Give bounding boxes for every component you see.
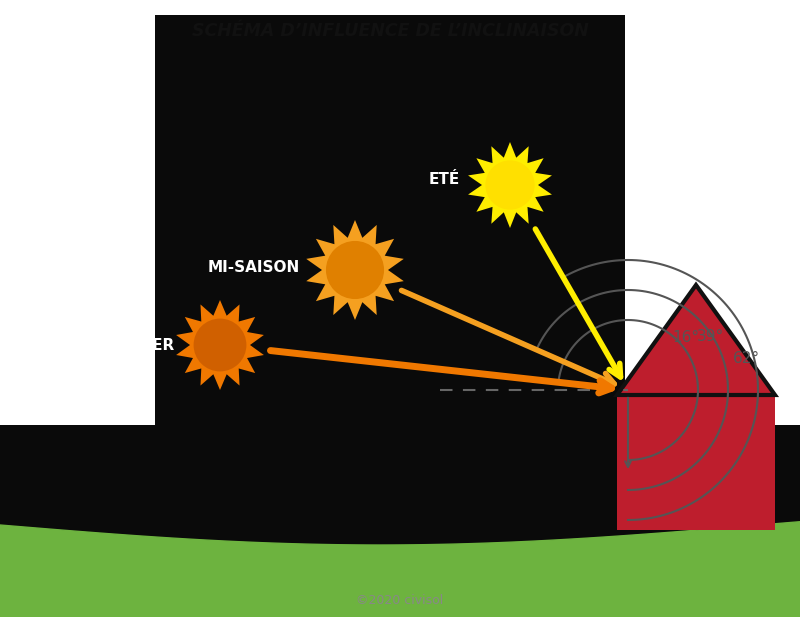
Polygon shape bbox=[617, 395, 775, 530]
Text: ETÉ: ETÉ bbox=[429, 173, 460, 188]
Text: 62°: 62° bbox=[734, 350, 760, 366]
Polygon shape bbox=[155, 15, 625, 430]
Circle shape bbox=[326, 241, 384, 299]
Polygon shape bbox=[306, 220, 404, 320]
Circle shape bbox=[486, 160, 534, 210]
Text: HIVER: HIVER bbox=[122, 337, 175, 352]
Text: 39°: 39° bbox=[697, 329, 724, 344]
Text: ©2020 civisol: ©2020 civisol bbox=[356, 594, 444, 607]
Polygon shape bbox=[468, 142, 552, 228]
Text: MI-SAISON: MI-SAISON bbox=[208, 260, 300, 276]
Text: SCHÉMA D’INFLUENCE DE L’INCLINAISON: SCHÉMA D’INFLUENCE DE L’INCLINAISON bbox=[192, 22, 588, 40]
Polygon shape bbox=[617, 285, 775, 395]
Polygon shape bbox=[176, 300, 264, 390]
Text: 16°: 16° bbox=[673, 331, 700, 346]
Polygon shape bbox=[0, 425, 800, 617]
Circle shape bbox=[194, 318, 246, 371]
